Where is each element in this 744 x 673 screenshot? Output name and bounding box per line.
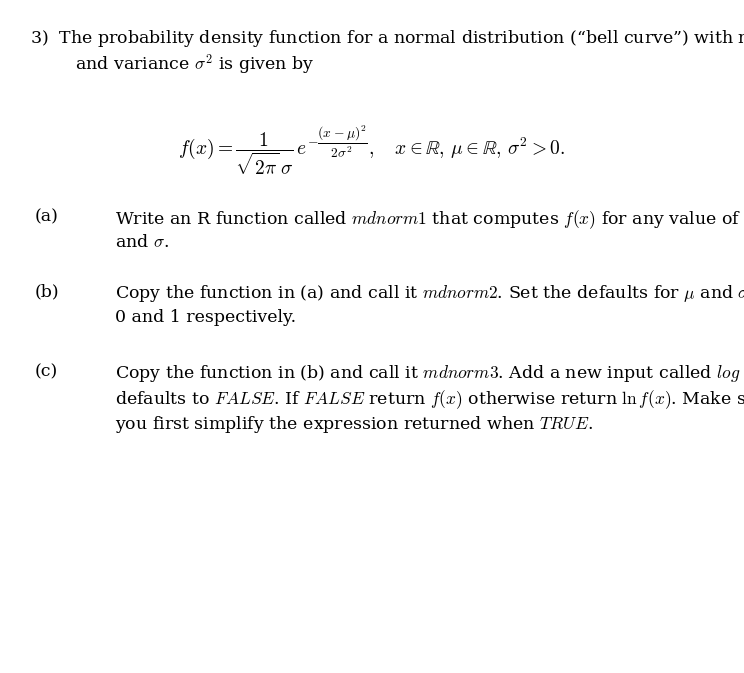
Text: defaults to $\mathit{FALSE}$. If $\mathit{FALSE}$ return $f(x)$ otherwise return: defaults to $\mathit{FALSE}$. If $\mathi… [115,389,744,411]
Text: (c): (c) [35,363,58,380]
Text: and $\sigma$.: and $\sigma$. [115,234,169,251]
Text: Write an R function called $\mathit{mdnorm1}$ that computes $f(x)$ for any value: Write an R function called $\mathit{mdno… [115,208,744,231]
Text: (b): (b) [35,283,60,300]
Text: (a): (a) [35,208,59,225]
Text: you first simplify the expression returned when $\mathit{TRUE}$.: you first simplify the expression return… [115,415,593,435]
Text: $f(x) = \dfrac{1}{\sqrt{2\pi}\,\sigma}\,e^{-\dfrac{(x-\mu)^2}{2\sigma^2}}, \quad: $f(x) = \dfrac{1}{\sqrt{2\pi}\,\sigma}\,… [179,123,565,177]
Text: 0 and 1 respectively.: 0 and 1 respectively. [115,309,296,326]
Text: Copy the function in (b) and call it $\mathit{mdnorm3}$. Add a new input called : Copy the function in (b) and call it $\m… [115,363,744,384]
Text: 3)  The probability density function for a normal distribution (“bell curve”) wi: 3) The probability density function for … [30,28,744,49]
Text: and variance $\sigma^2$ is given by: and variance $\sigma^2$ is given by [75,52,315,77]
Text: Copy the function in (a) and call it $\mathit{mdnorm2}$. Set the defaults for $\: Copy the function in (a) and call it $\m… [115,283,744,304]
